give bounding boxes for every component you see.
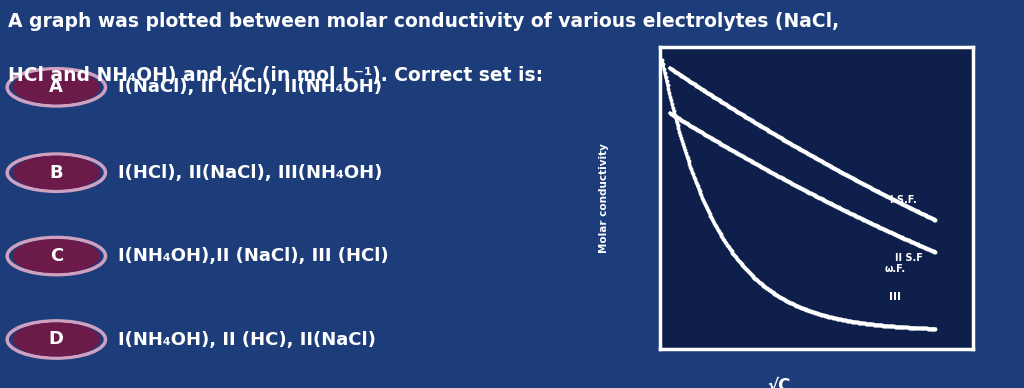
Text: ω.F.: ω.F. [884,263,905,274]
Text: I(HCl), II(NaCl), III(NH₄OH): I(HCl), II(NaCl), III(NH₄OH) [118,164,382,182]
Text: I(NH₄OH), II (HC), II(NaCl): I(NH₄OH), II (HC), II(NaCl) [118,331,376,348]
Text: A graph was plotted between molar conductivity of various electrolytes (NaCl,: A graph was plotted between molar conduc… [8,12,840,31]
Circle shape [13,71,99,104]
Circle shape [13,156,99,189]
Text: I(NH₄OH),II (NaCl), III (HCl): I(NH₄OH),II (NaCl), III (HCl) [118,247,388,265]
Text: Molar conductivity: Molar conductivity [599,143,609,253]
Text: I S.F.: I S.F. [890,195,916,205]
Text: HCl and NH₄OH) and √C (in mol L⁻¹). Correct set is:: HCl and NH₄OH) and √C (in mol L⁻¹). Corr… [8,66,544,85]
Text: I(NaCl), II (HCl), II(NH₄OH): I(NaCl), II (HCl), II(NH₄OH) [118,78,382,96]
Text: √C: √C [767,376,791,388]
Text: B: B [49,164,63,182]
Text: II S.F: II S.F [895,253,923,263]
Text: A: A [49,78,63,96]
Text: III: III [889,292,901,302]
Text: C: C [50,247,62,265]
Circle shape [13,323,99,356]
Circle shape [13,240,99,272]
Text: D: D [49,331,63,348]
